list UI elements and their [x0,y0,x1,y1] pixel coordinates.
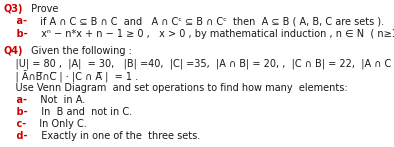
Text: Exactly in one of the  three sets.: Exactly in one of the three sets. [35,131,200,141]
Text: In  B and  not in C.: In B and not in C. [35,107,132,117]
Text: xⁿ − n*x + n − 1 ≥ 0 ,   x > 0 , by mathematical induction , n ∈ N  ( n≥1 ).: xⁿ − n*x + n − 1 ≥ 0 , x > 0 , by mathem… [35,29,394,39]
Text: Q3): Q3) [3,4,22,14]
Text: | Ā∩B̅∩C̅ | ⋅ |C ∩ A̅ |  = 1 .: | Ā∩B̅∩C̅ | ⋅ |C ∩ A̅ | = 1 . [3,71,138,83]
Text: b-: b- [3,29,28,39]
Text: d-: d- [3,131,28,141]
Text: In Only C.: In Only C. [33,119,87,129]
Text: Q4): Q4) [3,46,22,56]
Text: if A ∩ C ⊆ B ∩ C  and   A ∩ Cᶜ ⊆ B ∩ Cᶜ  then  A ⊆ B ( A, B, C are sets ).: if A ∩ C ⊆ B ∩ C and A ∩ Cᶜ ⊆ B ∩ Cᶜ the… [34,16,384,26]
Text: b-: b- [3,107,28,117]
Text: |U| = 80 ,  |A|  = 30,   |B| =40,  |C| =35,  |A ∩ B| = 20, ,  |C ∩ B| = 22,  |A : |U| = 80 , |A| = 30, |B| =40, |C| =35, |… [3,59,394,69]
Text: Given the following :: Given the following : [28,46,132,56]
Text: Not  in A.: Not in A. [34,95,85,105]
Text: c-: c- [3,119,26,129]
Text: Use Venn Diagram  and set operations to find how many  elements:: Use Venn Diagram and set operations to f… [3,83,348,93]
Text: Prove: Prove [28,4,59,14]
Text: a-: a- [3,16,27,26]
Text: a-: a- [3,95,27,105]
